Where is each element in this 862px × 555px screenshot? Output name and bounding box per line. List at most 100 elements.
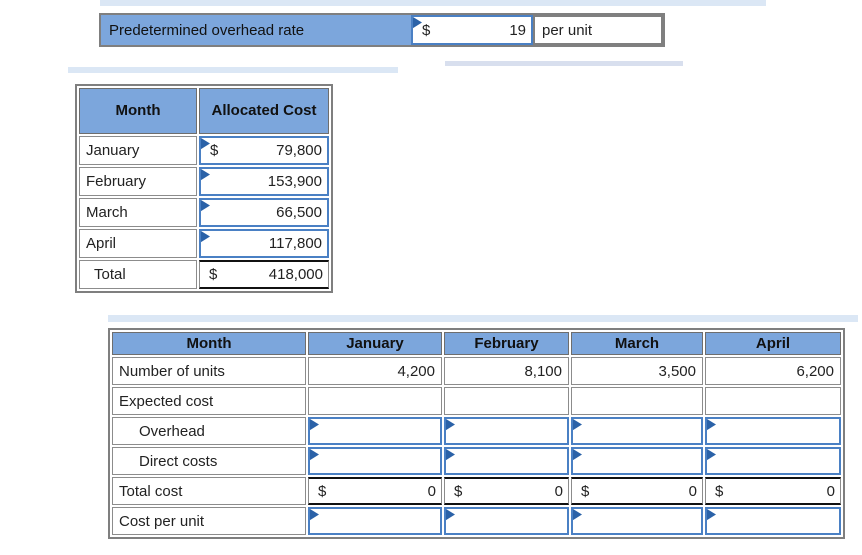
row-label: Total cost	[112, 477, 306, 505]
cell-marker-icon	[707, 509, 716, 521]
allocation-total-value: 418,000	[268, 266, 323, 283]
overhead-input-january[interactable]	[308, 417, 442, 445]
cell-marker-icon	[310, 449, 319, 461]
allocation-value-march: 66,500	[276, 204, 322, 221]
cell-marker-icon	[446, 419, 455, 431]
overhead-input-february[interactable]	[444, 417, 569, 445]
cost-col-january: January	[308, 332, 442, 355]
row-label: Direct costs	[112, 447, 306, 475]
divider-bar-above-allocation	[68, 67, 398, 73]
cell-marker-icon	[573, 509, 582, 521]
row-cost-per-unit: Cost per unit	[112, 507, 841, 535]
allocation-row-label-april: April	[79, 229, 197, 258]
overhead-rate-label: Predetermined overhead rate	[101, 15, 411, 45]
direct-costs-input-april[interactable]	[705, 447, 841, 475]
cell-marker-icon	[573, 419, 582, 431]
allocation-input-april[interactable]: 117,800	[199, 229, 329, 258]
cell-marker-icon	[201, 200, 210, 212]
currency-symbol: $	[209, 266, 218, 283]
row-label: Overhead	[112, 417, 306, 445]
currency-symbol: $	[581, 482, 590, 500]
allocation-row-label-february: February	[79, 167, 197, 196]
direct-costs-input-march[interactable]	[571, 447, 703, 475]
expected-cost-march	[571, 387, 703, 415]
expected-cost-february	[444, 387, 569, 415]
units-april: 6,200	[705, 357, 841, 385]
overhead-rate-input[interactable]: $ 19	[411, 15, 533, 45]
cell-marker-icon	[446, 449, 455, 461]
total-cost-march: $ 0	[571, 477, 703, 505]
row-expected-cost: Expected cost	[112, 387, 841, 415]
cell-marker-icon	[201, 231, 210, 243]
row-direct-costs: Direct costs	[112, 447, 841, 475]
cost-per-unit-input-january[interactable]	[308, 507, 442, 535]
allocation-input-february[interactable]: 153,900	[199, 167, 329, 196]
overhead-input-april[interactable]	[705, 417, 841, 445]
total-cost-april: $ 0	[705, 477, 841, 505]
cell-marker-icon	[201, 169, 210, 181]
table-row: January $ 79,800	[79, 136, 329, 165]
cell-marker-icon	[310, 419, 319, 431]
cell-marker-icon	[413, 17, 422, 29]
currency-symbol: $	[454, 482, 463, 500]
cell-marker-icon	[707, 419, 716, 431]
overhead-rate-value: 19	[509, 21, 526, 39]
units-january: 4,200	[308, 357, 442, 385]
total-cost-value: 0	[826, 482, 835, 500]
row-total-cost: Total cost $ 0 $ 0 $ 0	[112, 477, 841, 505]
overhead-rate-unit-label: per unit	[533, 15, 663, 45]
allocation-header-row: Month Allocated Cost	[79, 88, 329, 134]
total-cost-value: 0	[688, 482, 697, 500]
expected-cost-april	[705, 387, 841, 415]
cost-per-unit-input-february[interactable]	[444, 507, 569, 535]
currency-symbol: $	[318, 482, 327, 500]
cost-per-unit-input-march[interactable]	[571, 507, 703, 535]
allocation-row-label-january: January	[79, 136, 197, 165]
allocation-input-march[interactable]: 66,500	[199, 198, 329, 227]
allocation-total-label: Total	[79, 260, 197, 289]
table-row: April 117,800	[79, 229, 329, 258]
allocation-col-month: Month	[79, 88, 197, 134]
allocation-input-january[interactable]: $ 79,800	[199, 136, 329, 165]
total-cost-february: $ 0	[444, 477, 569, 505]
units-march: 3,500	[571, 357, 703, 385]
allocation-value-february: 153,900	[267, 173, 322, 190]
row-label: Expected cost	[112, 387, 306, 415]
divider-bar-above-cost-table	[108, 315, 858, 322]
cost-per-unit-input-april[interactable]	[705, 507, 841, 535]
cell-marker-icon	[446, 509, 455, 521]
row-label: Number of units	[112, 357, 306, 385]
units-february: 8,100	[444, 357, 569, 385]
row-label: Cost per unit	[112, 507, 306, 535]
cell-marker-icon	[707, 449, 716, 461]
allocation-value-january: 79,800	[276, 142, 322, 159]
divider-bar-top	[100, 0, 766, 6]
cost-col-march: March	[571, 332, 703, 355]
total-cost-value: 0	[554, 482, 563, 500]
divider-bar-under-rate	[445, 61, 683, 66]
row-number-of-units: Number of units 4,200 8,100 3,500 6,200	[112, 357, 841, 385]
currency-symbol: $	[715, 482, 724, 500]
row-overhead: Overhead	[112, 417, 841, 445]
overhead-rate-row: Predetermined overhead rate $ 19 per uni…	[99, 13, 665, 47]
allocation-table: Month Allocated Cost January $ 79,800 Fe…	[75, 84, 333, 293]
cost-header-row: Month January February March April	[112, 332, 841, 355]
cost-table: Month January February March April Numbe…	[108, 328, 845, 539]
direct-costs-input-january[interactable]	[308, 447, 442, 475]
cost-col-month: Month	[112, 332, 306, 355]
cell-marker-icon	[201, 138, 210, 150]
overhead-input-march[interactable]	[571, 417, 703, 445]
table-row: March 66,500	[79, 198, 329, 227]
direct-costs-input-february[interactable]	[444, 447, 569, 475]
cell-marker-icon	[310, 509, 319, 521]
total-cost-value: 0	[427, 482, 436, 500]
currency-symbol: $	[210, 142, 219, 159]
cost-col-april: April	[705, 332, 841, 355]
total-cost-january: $ 0	[308, 477, 442, 505]
allocation-total-value-cell: $ 418,000	[199, 260, 329, 289]
cost-col-february: February	[444, 332, 569, 355]
currency-symbol: $	[422, 21, 431, 39]
cell-marker-icon	[573, 449, 582, 461]
allocation-col-allocated-cost: Allocated Cost	[199, 88, 329, 134]
